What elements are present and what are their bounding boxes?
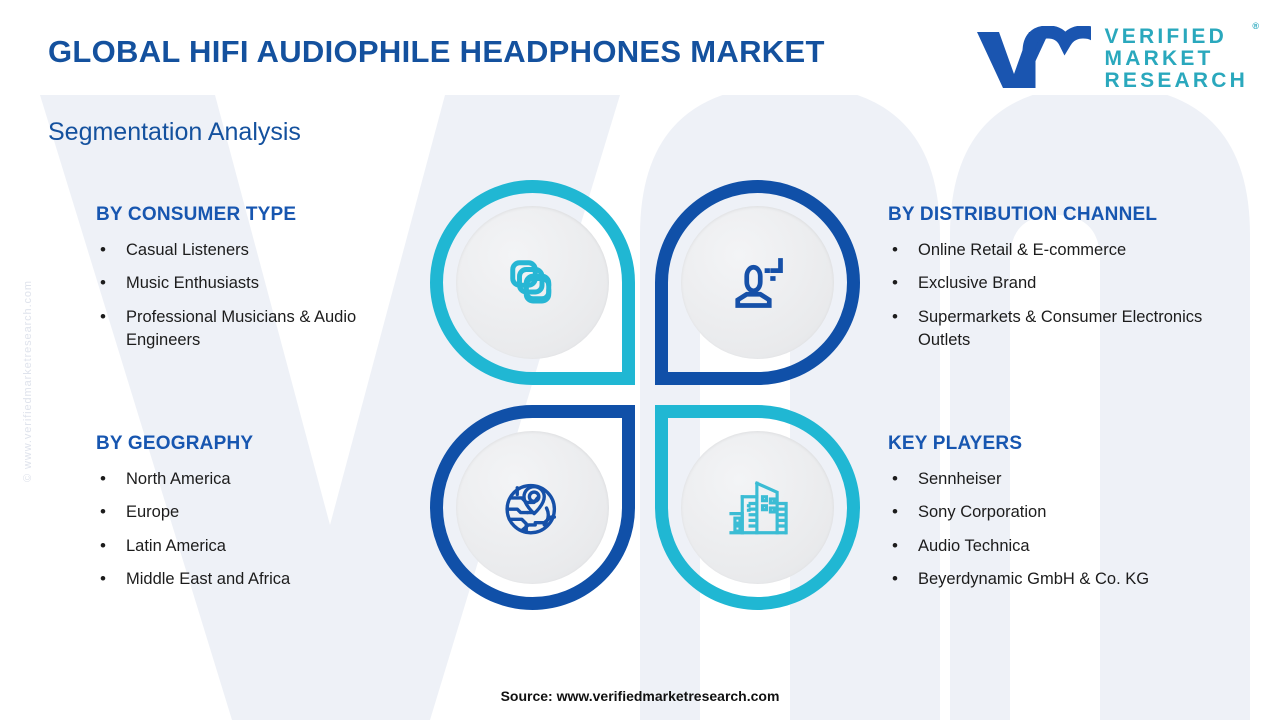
layers-icon	[509, 259, 551, 303]
segment-heading-distribution-channel: BY DISTRIBUTION CHANNEL	[888, 204, 1158, 225]
bullet-icon: •	[892, 469, 898, 488]
pod-inner-disc	[456, 206, 609, 359]
bullet-icon: •	[100, 306, 106, 326]
icon-pod-key-players	[655, 405, 860, 610]
list-item: • Sennheiser	[888, 468, 1248, 491]
list-item: • Exclusive Brand	[888, 272, 1248, 295]
bullet-icon: •	[100, 535, 106, 555]
segment-distribution-channel: BY DISTRIBUTION CHANNEL • Online Retail &…	[888, 204, 1248, 363]
list-item: • Europe	[96, 501, 426, 524]
list-item: • North America	[96, 468, 426, 491]
pod-inner-disc	[456, 431, 609, 584]
list-item: • Beyerdynamic GmbH & Co. KG	[888, 568, 1248, 591]
globe-pin-icon	[504, 483, 556, 534]
vertical-copyright-watermark: © www.verifiedmarketresearch.com	[22, 280, 34, 482]
segment-key-players: KEY PLAYERS • Sennheiser • Sony Corporatio…	[888, 433, 1248, 602]
vmr-logo-text: VERIFIED ® MARKET RESEARCH	[1104, 21, 1259, 92]
segment-list-consumer-type: • Casual Listeners • Music Enthusiasts • Pr…	[96, 239, 426, 353]
source-note: Source: www.verifiedmarketresearch.com	[500, 688, 780, 704]
registered-trademark-icon: ®	[1252, 21, 1259, 32]
segment-heading-key-players: KEY PLAYERS	[888, 433, 1023, 454]
user-target-icon	[734, 257, 783, 308]
bullet-icon: •	[892, 569, 898, 589]
bullet-icon: •	[892, 273, 898, 293]
logo-line-market: MARKET	[1104, 47, 1214, 71]
page-subtitle: Segmentation Analysis	[48, 118, 301, 146]
bullet-icon: •	[100, 273, 106, 293]
pod-inner-disc	[681, 431, 834, 584]
segment-consumer-type: BY CONSUMER TYPE • Casual Listeners • Musi…	[96, 204, 426, 363]
list-item: • Music Enthusiasts	[96, 272, 426, 295]
segment-list-distribution-channel: • Online Retail & E-commerce • Exclusive B…	[888, 239, 1248, 353]
list-item: • Latin America	[96, 535, 426, 558]
bullet-icon: •	[892, 535, 898, 555]
list-item: • Supermarkets & Consumer Electronics Out…	[892, 306, 1203, 350]
segment-list-key-players: • Sennheiser • Sony Corporation • Audio Tec…	[888, 468, 1248, 592]
bullet-icon: •	[100, 240, 106, 259]
vmr-logo: VERIFIED ® MARKET RESEARCH	[973, 21, 1259, 92]
buildings-icon	[728, 480, 788, 534]
segment-heading-geography: BY GEOGRAPHY	[96, 433, 254, 454]
bullet-icon: •	[892, 240, 898, 259]
logo-line-verified: VERIFIED ®	[1104, 21, 1259, 49]
icon-pod-geography	[430, 405, 635, 610]
list-item: • Sony Corporation	[888, 501, 1248, 524]
list-item: • Casual Listeners	[96, 239, 426, 262]
segment-geography: BY GEOGRAPHY • North America • Europe • Lat…	[96, 433, 426, 602]
logo-line-research: RESEARCH	[1104, 68, 1248, 92]
icon-pod-consumer-type	[430, 180, 635, 385]
segment-list-geography: • North America • Europe • Latin America • M…	[96, 468, 426, 592]
list-item: • Professional Musicians & Audio Engineer…	[100, 306, 357, 350]
bullet-icon: •	[892, 306, 898, 326]
list-item: • Middle East and Africa	[96, 568, 426, 591]
bullet-icon: •	[100, 469, 106, 488]
segment-heading-consumer-type: BY CONSUMER TYPE	[96, 204, 297, 225]
bullet-icon: •	[100, 569, 106, 589]
pod-inner-disc	[681, 206, 834, 359]
vmr-monogram-icon	[973, 25, 1109, 92]
icon-pod-distribution-channel	[655, 180, 860, 385]
page-title: GLOBAL HIFI AUDIOPHILE HEADPHONES MARKET	[48, 34, 825, 69]
list-item: • Audio Technica	[888, 535, 1248, 558]
segment-icon-quad	[430, 180, 860, 610]
bullet-icon: •	[100, 502, 106, 522]
list-item: • Online Retail & E-commerce	[888, 239, 1248, 262]
bullet-icon: •	[892, 502, 898, 522]
